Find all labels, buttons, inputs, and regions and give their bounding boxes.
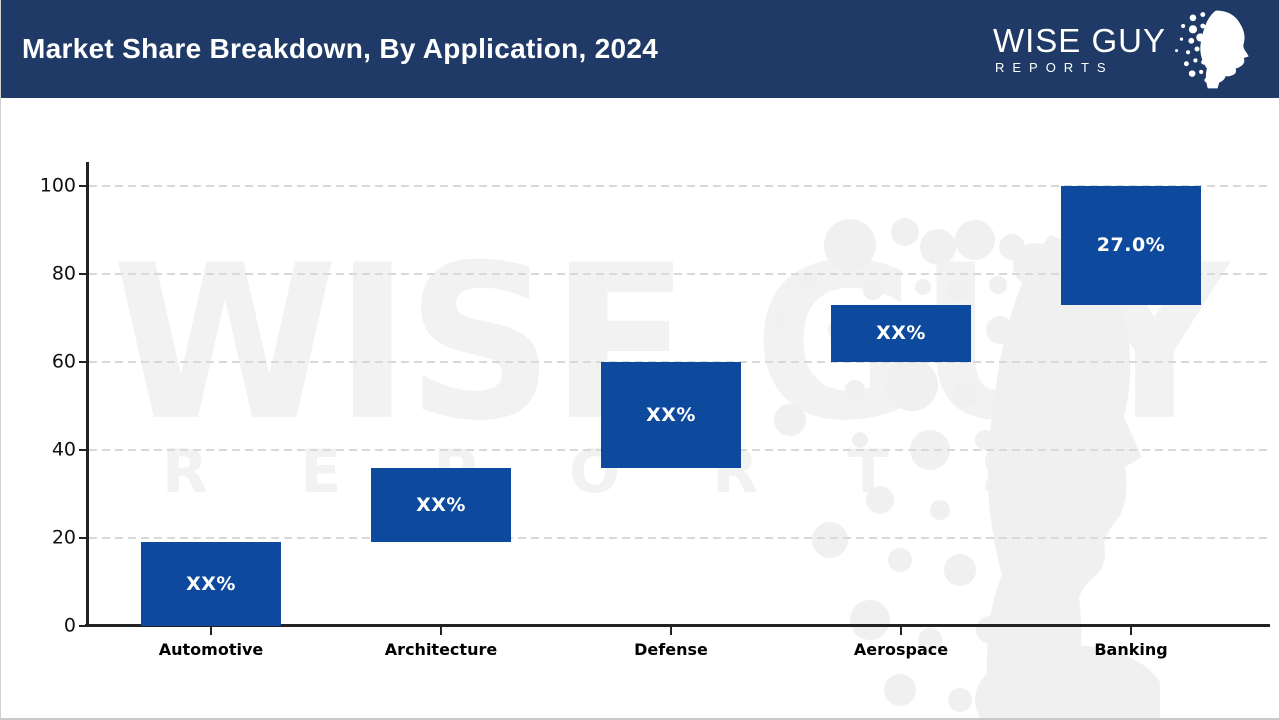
y-axis-line xyxy=(86,162,89,627)
x-category-label: Automotive xyxy=(158,640,264,659)
y-tick-label: 40 xyxy=(51,438,76,461)
x-tick-mark xyxy=(440,627,442,635)
logo-wordmark: WISE GUY xyxy=(992,22,1166,59)
bar-value-label: 27.0% xyxy=(1096,234,1166,257)
x-category-label: Aerospace xyxy=(853,640,949,659)
bar-value-label: XX% xyxy=(186,573,236,596)
watermark-face-dots xyxy=(773,218,1160,720)
x-tick-mark xyxy=(900,627,902,635)
y-tick-mark xyxy=(79,537,87,539)
x-category-label: Banking xyxy=(1094,640,1168,659)
x-category-label: Architecture xyxy=(384,640,498,659)
header: Market Share Breakdown, By Application, … xyxy=(0,0,1280,98)
x-tick-mark xyxy=(210,627,212,635)
bar-value-label: XX% xyxy=(876,322,926,345)
y-tick-label: 0 xyxy=(63,614,76,637)
y-tick-label: 60 xyxy=(51,350,76,373)
y-tick-mark xyxy=(79,361,87,363)
x-axis-line xyxy=(85,624,1270,627)
bar-automotive: XX% xyxy=(141,542,281,626)
page-title: Market Share Breakdown, By Application, … xyxy=(22,33,659,64)
bar-banking: 27.0% xyxy=(1061,186,1201,305)
y-tick-mark xyxy=(79,273,87,275)
bar-value-label: XX% xyxy=(416,493,466,516)
logo-subtitle: REPORTS xyxy=(994,60,1114,75)
wise-guy-logo: WISE GUY REPORTS xyxy=(993,7,1252,91)
x-tick-mark xyxy=(670,627,672,635)
grid-line-100 xyxy=(89,185,1268,187)
grid-line-20 xyxy=(89,537,1268,539)
y-tick-mark xyxy=(79,625,87,627)
y-tick-label: 80 xyxy=(51,262,76,285)
logo-face-icon xyxy=(1175,10,1249,89)
y-tick-mark xyxy=(79,185,87,187)
bar-defense: XX% xyxy=(601,362,741,468)
grid-line-80 xyxy=(89,273,1268,275)
bar-aerospace: XX% xyxy=(831,304,971,362)
bar-architecture: XX% xyxy=(371,467,511,543)
logo-text: WISE GUY REPORTS xyxy=(993,24,1166,74)
bar-value-label: XX% xyxy=(646,403,696,426)
y-tick-mark xyxy=(79,449,87,451)
y-tick-label: 100 xyxy=(39,174,76,197)
y-tick-label: 20 xyxy=(51,526,76,549)
x-category-label: Defense xyxy=(634,640,708,659)
x-tick-mark xyxy=(1130,627,1132,635)
